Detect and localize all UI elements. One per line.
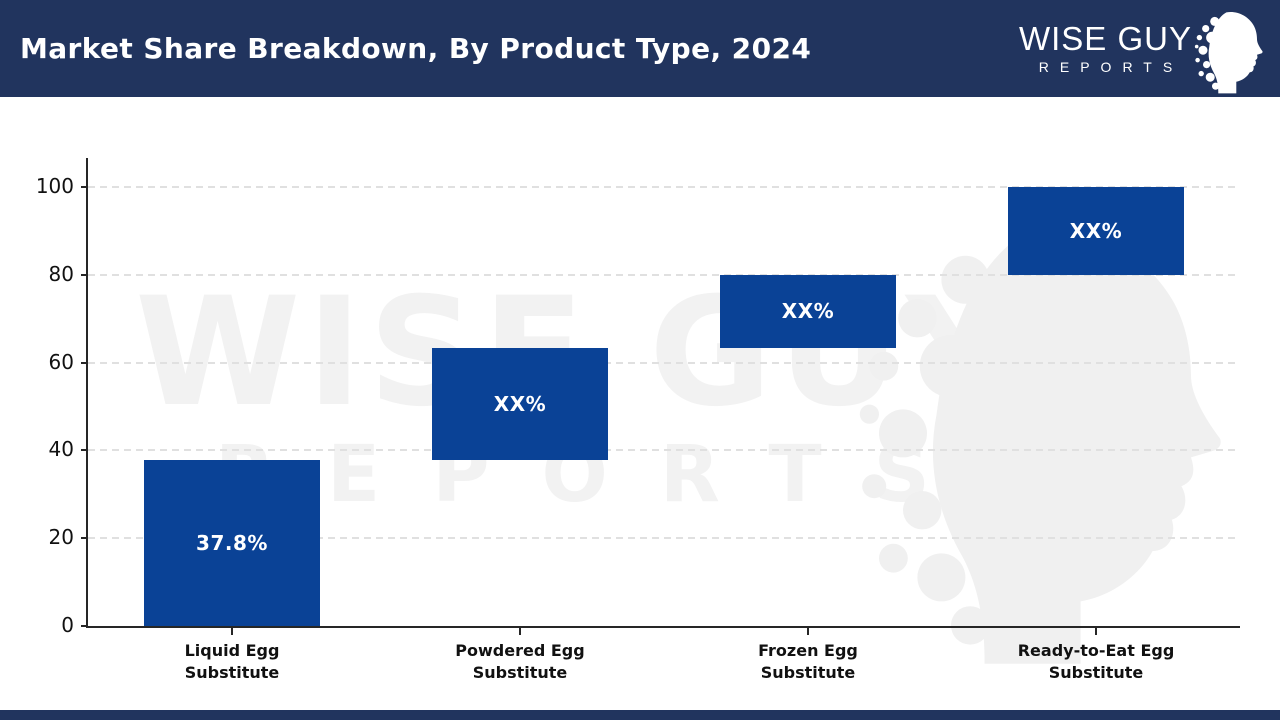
bar-frozen-egg-substitute: XX%	[720, 274, 896, 348]
y-tick-mark	[81, 361, 88, 364]
bar-value-label: XX%	[1069, 218, 1123, 243]
bar-value-label: XX%	[781, 299, 835, 324]
y-tick-mark	[81, 537, 88, 540]
y-tick-mark	[81, 273, 88, 276]
gridline	[88, 273, 1240, 276]
gridline	[88, 449, 1240, 452]
y-tick-label: 80	[48, 261, 74, 286]
bar-value-label: XX%	[493, 391, 547, 416]
logo-wiseguy-text: WISE GUY	[1018, 20, 1192, 57]
x-tick-mark	[231, 628, 233, 635]
x-tick-mark	[1095, 628, 1097, 635]
gridline	[88, 361, 1240, 364]
x-tick-mark	[807, 628, 809, 635]
y-tick-label: 0	[61, 613, 74, 637]
bar-powdered-egg-substitute: XX%	[432, 347, 608, 461]
wise-guy-logo: WISE GUY REPORTS	[1019, 6, 1270, 94]
chart-title: Market Share Breakdown, By Product Type,…	[20, 32, 812, 65]
x-category-label: Liquid Egg Substitute	[184, 641, 280, 682]
x-tick-mark	[519, 628, 521, 635]
header-banner: Market Share Breakdown, By Product Type,…	[0, 0, 1280, 97]
logo-reports-text: REPORTS	[1038, 59, 1184, 75]
y-tick-mark	[81, 625, 88, 627]
x-category-label: Frozen Egg Substitute	[758, 641, 858, 682]
y-tick-mark	[81, 449, 88, 452]
footer-bar	[0, 710, 1280, 720]
bar-value-label: 37.8%	[196, 531, 268, 556]
gridline	[88, 186, 1240, 188]
y-tick-label: 40	[48, 437, 74, 462]
y-tick-mark	[81, 186, 88, 188]
logo-text: WISE GUY REPORTS	[1019, 20, 1192, 75]
x-category-label: Powdered Egg Substitute	[455, 641, 585, 682]
bar-liquid-egg-substitute: 37.8%	[144, 460, 320, 626]
logo-head-icon	[1194, 12, 1263, 94]
bar-ready-to-eat-egg-substitute: XX%	[1008, 187, 1184, 275]
y-tick-label: 20	[48, 525, 74, 550]
x-axis-line	[86, 626, 1240, 628]
x-category-label: Ready-to-Eat Egg Substitute	[1017, 641, 1175, 682]
y-tick-label: 60	[48, 349, 74, 374]
y-tick-label: 100	[35, 174, 74, 198]
y-axis-line	[86, 158, 88, 628]
gridline	[88, 537, 1240, 540]
